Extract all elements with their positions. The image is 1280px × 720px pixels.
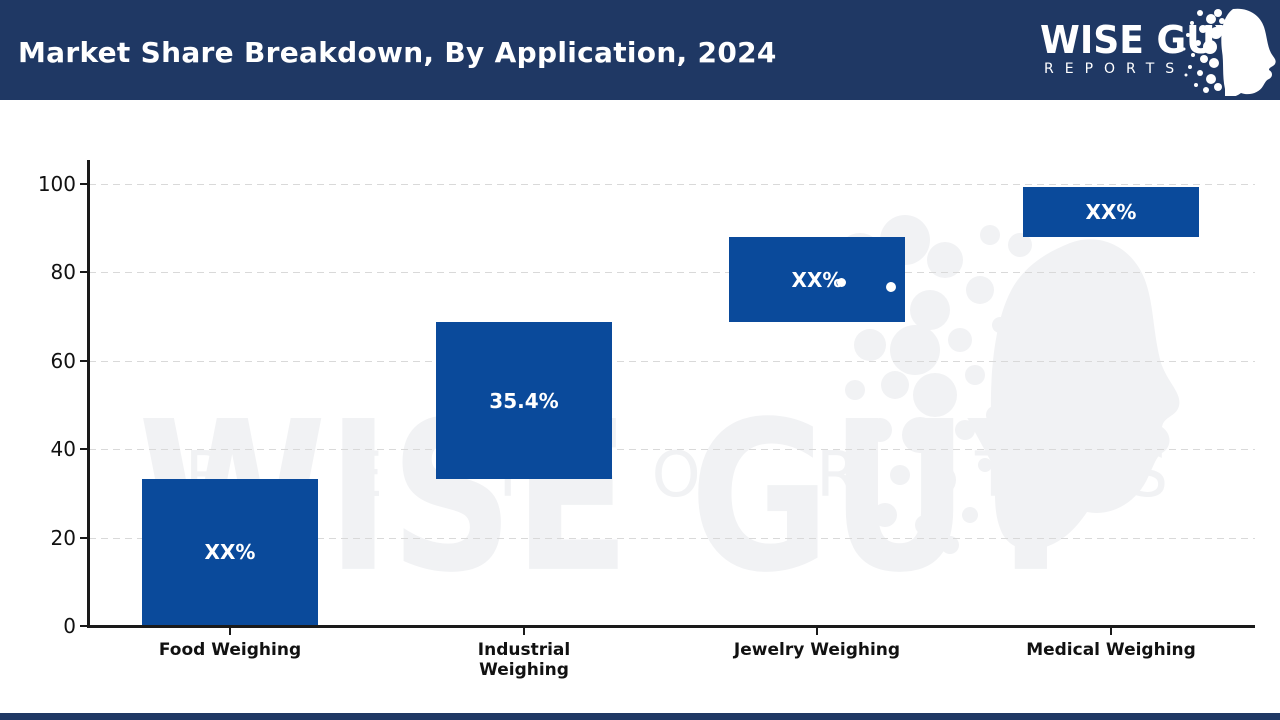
logo-reports-text: REPORTS	[1044, 61, 1186, 77]
category-label-1: Food Weighing	[158, 640, 302, 660]
y-tick	[80, 271, 89, 274]
footer-band	[0, 713, 1280, 720]
page-title: Market Share Breakdown, By Application, …	[18, 36, 777, 69]
y-tick-label: 20	[50, 525, 76, 550]
wise-guy-logo: WISE GUY REPORTS	[1028, 0, 1280, 100]
bar-value-label: 35.4%	[489, 388, 559, 413]
y-tick	[80, 625, 89, 627]
bar-jewelry-weighing: XX%	[729, 237, 905, 323]
gridline-y80	[89, 272, 1255, 274]
x-tick	[1110, 628, 1112, 635]
y-tick-label: 0	[63, 614, 76, 638]
watermark-dot-on-bar	[837, 278, 846, 287]
bar-value-label: XX%	[791, 267, 843, 292]
y-tick-label: 80	[50, 260, 76, 285]
logo-wiseguy-text: WISE GUY	[1040, 18, 1242, 62]
watermark-dot-on-bar	[886, 282, 896, 292]
y-axis-line	[87, 160, 90, 627]
x-tick	[816, 628, 818, 635]
bar-value-label: XX%	[204, 540, 256, 565]
gridline-y20	[89, 537, 1255, 539]
y-tick	[80, 183, 89, 185]
bar-industrial-weighing: 35.4%	[436, 322, 612, 479]
y-tick	[80, 359, 89, 362]
header-band: Market Share Breakdown, By Application, …	[0, 0, 1280, 100]
y-tick-label: 60	[50, 348, 76, 373]
chart-plot-area: 0 20 40 60 80 100 XX% 35.4% XX% XX% Food Weighing I…	[0, 100, 1280, 713]
bar-food-weighing: XX%	[142, 478, 318, 626]
gridline-y40	[89, 449, 1255, 451]
x-tick	[523, 628, 525, 635]
x-tick	[229, 628, 231, 635]
gridline-y60	[89, 360, 1255, 362]
logo-head-icon	[1182, 8, 1276, 96]
category-label-4: Medical Weighing	[1026, 640, 1196, 660]
category-label-2: Industrial Weighing	[477, 640, 571, 680]
bar-medical-weighing: XX%	[1023, 187, 1199, 238]
y-tick	[80, 448, 89, 451]
category-label-3: Jewelry Weighing	[733, 640, 901, 660]
y-tick	[80, 536, 89, 539]
y-tick-label: 100	[37, 172, 76, 196]
bar-value-label: XX%	[1085, 200, 1137, 225]
gridline-y100	[89, 184, 1255, 185]
y-tick-label: 40	[50, 437, 76, 462]
x-axis-line	[87, 625, 1255, 628]
